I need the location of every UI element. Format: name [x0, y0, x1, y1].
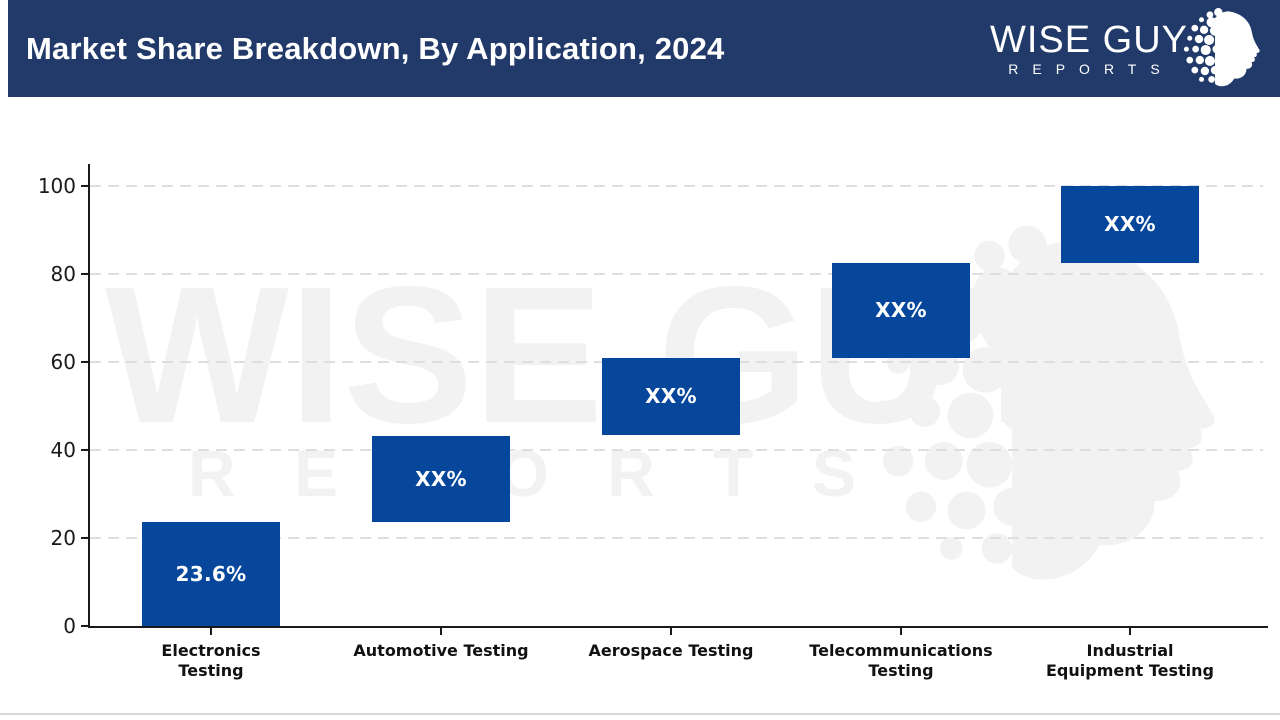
x-tick-mark — [670, 628, 672, 635]
bar: 23.6% — [142, 522, 280, 626]
x-category-label: Aerospace Testing — [588, 641, 754, 660]
y-tick-mark — [81, 537, 88, 539]
brand-subname: REPORTS — [1008, 61, 1174, 78]
y-tick-mark — [81, 185, 88, 187]
x-tick-mark — [210, 628, 212, 635]
brand-wordmark: WISE GUY REPORTS — [989, 18, 1188, 78]
bar: XX% — [1061, 186, 1199, 263]
y-tick-label: 20 — [50, 526, 76, 550]
bar: XX% — [602, 357, 740, 436]
header-bar: Market Share Breakdown, By Application, … — [8, 0, 1280, 97]
y-tick-mark — [81, 625, 88, 627]
bar-value-label: XX% — [415, 467, 467, 492]
y-axis — [88, 164, 90, 628]
y-tick-mark — [81, 273, 88, 275]
x-category-label: Automotive Testing — [353, 641, 529, 660]
watermark-reports: R E P O R T S — [188, 436, 876, 510]
y-tick-label: 60 — [50, 350, 76, 374]
bar-value-label: XX% — [875, 298, 927, 323]
brand-name: WISE GUY — [989, 18, 1188, 61]
gridline — [90, 185, 1263, 187]
y-tick-mark — [81, 361, 88, 363]
page-title: Market Share Breakdown, By Application, … — [26, 30, 725, 66]
x-category-label: Electronics Testing — [161, 641, 261, 680]
bar-value-label: XX% — [1104, 212, 1156, 237]
gridline — [90, 449, 1263, 451]
x-tick-mark — [900, 628, 902, 635]
y-tick-label: 100 — [37, 174, 76, 198]
bar: XX% — [372, 435, 510, 523]
x-category-label: Industrial Equipment Testing — [1046, 641, 1214, 680]
y-tick-label: 80 — [50, 262, 76, 286]
bar: XX% — [832, 263, 970, 358]
gridline — [90, 537, 1263, 539]
bottom-divider — [0, 713, 1280, 715]
x-tick-mark — [1129, 628, 1131, 635]
x-axis — [88, 626, 1268, 628]
gridline — [90, 273, 1263, 275]
y-tick-label: 40 — [50, 438, 76, 462]
x-tick-mark — [440, 628, 442, 635]
x-category-label: Telecommunications Testing — [809, 641, 993, 680]
bar-value-label: 23.6% — [175, 562, 247, 587]
bar-value-label: XX% — [645, 384, 697, 409]
y-tick-label: 0 — [63, 614, 76, 638]
brand-logo: WISE GUY REPORTS — [990, 6, 1272, 92]
y-tick-mark — [81, 449, 88, 451]
